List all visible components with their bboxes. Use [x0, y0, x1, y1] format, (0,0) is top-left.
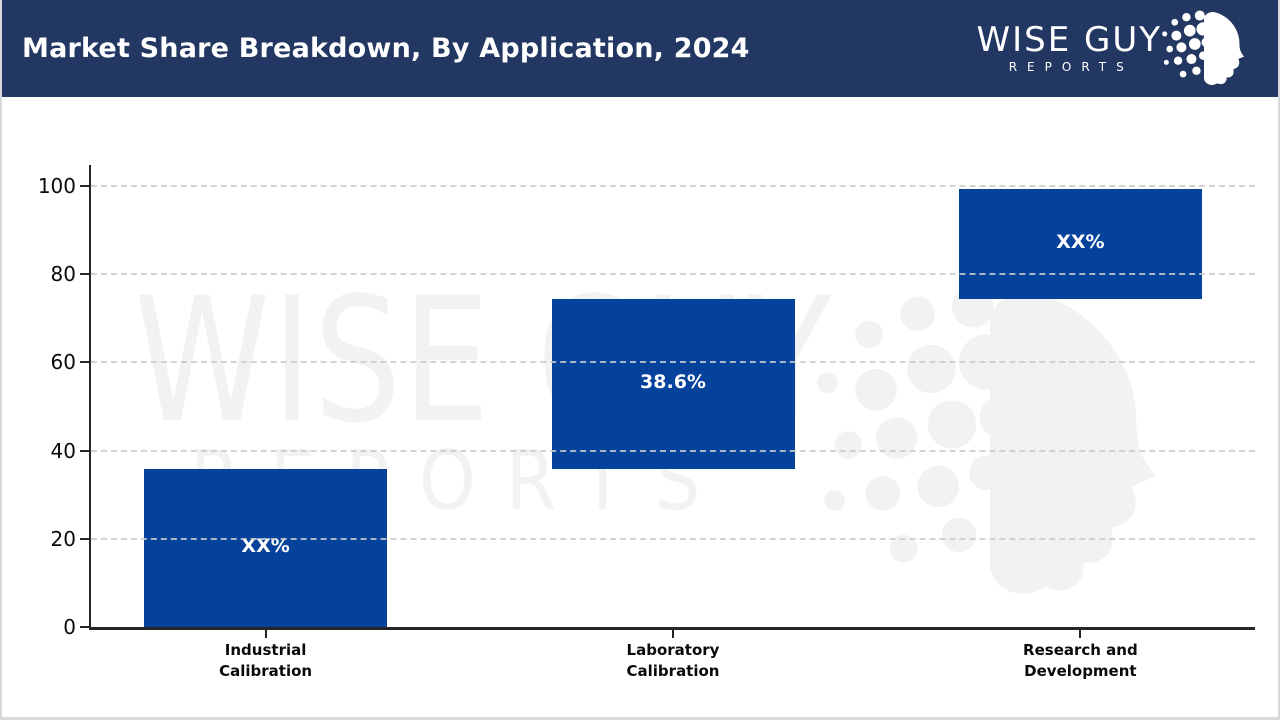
bar-segment: XX% [144, 469, 388, 627]
gridline [91, 361, 1255, 364]
y-tick-label: 60 [50, 350, 76, 375]
bar-segment: XX% [958, 188, 1202, 299]
page-title: Market Share Breakdown, By Application, … [22, 33, 750, 64]
y-tick-label: 100 [37, 174, 76, 199]
x-tick-label-line: Calibration [626, 662, 720, 680]
y-tick-label: 80 [50, 262, 76, 287]
x-tick-label-line: Calibration [219, 662, 313, 680]
chart-area: WISE GUY REPORTS 0 20 40 60 80 100 XX% 38.6% XX%… [2, 97, 1278, 717]
logo-subtitle: REPORTS [1008, 59, 1134, 74]
x-tick-label: Laboratory Calibration [553, 640, 793, 682]
x-tick-mark [1079, 630, 1082, 638]
gridline [91, 185, 1255, 188]
y-tick-label: 20 [50, 526, 76, 551]
x-tick-label: Industrial Calibration [146, 640, 386, 682]
gridline [91, 273, 1255, 276]
y-tick-mark [80, 185, 89, 188]
bar-value-label: XX% [241, 535, 290, 558]
x-tick-label-line: Development [1024, 662, 1137, 680]
bar-segment: 38.6% [551, 299, 795, 470]
x-tick-label-line: Research and [1023, 641, 1138, 659]
header-bar: Market Share Breakdown, By Application, … [2, 0, 1278, 97]
gridline [91, 449, 1255, 452]
y-tick-label: 0 [63, 615, 76, 639]
plot-area: 0 20 40 60 80 100 XX% 38.6% XX% Industrial Calibra… [38, 165, 1255, 680]
y-tick-mark [80, 537, 89, 540]
wise-guy-logo: WISE GUY REPORTS [976, 8, 1250, 90]
logo-face-icon [1162, 10, 1245, 85]
y-tick-mark [80, 626, 89, 628]
x-axis-spine [89, 627, 1255, 630]
y-tick-mark [80, 449, 89, 452]
x-tick-label-line: Industrial [224, 641, 307, 659]
x-tick-label-line: Laboratory [626, 641, 720, 659]
y-tick-mark [80, 273, 89, 276]
bar-value-label: 38.6% [640, 371, 706, 394]
x-tick-mark [672, 630, 674, 638]
x-tick-mark [264, 630, 267, 638]
gridline [91, 537, 1255, 540]
x-tick-label: Research and Development [960, 640, 1200, 682]
logo-text: WISE GUY REPORTS [976, 20, 1162, 74]
y-tick-mark [80, 361, 89, 364]
y-tick-label: 40 [50, 438, 76, 463]
logo-wordmark: WISE GUY [976, 20, 1162, 61]
y-axis-spine [89, 165, 91, 629]
bar-value-label: XX% [1056, 230, 1105, 253]
